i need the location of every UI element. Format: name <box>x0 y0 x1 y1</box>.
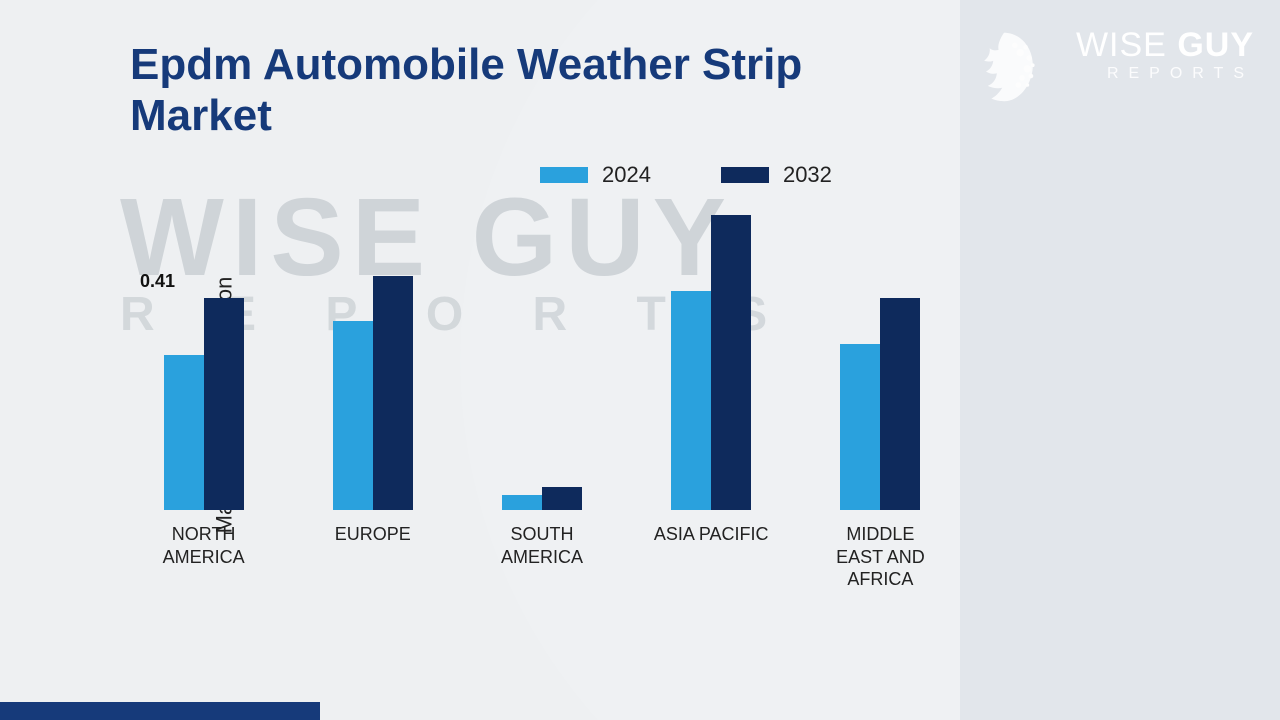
accent-bar <box>0 702 320 720</box>
bar <box>333 321 373 510</box>
x-label: MIDDLE EAST AND AFRICA <box>823 515 938 640</box>
bar-chart: Market Size in USD Billion 0.41 NORTH AM… <box>108 170 938 640</box>
bar <box>840 344 880 510</box>
bar-group <box>823 298 938 510</box>
bar <box>204 298 244 510</box>
plot-area: 0.41 <box>146 170 938 510</box>
brand-head-icon <box>950 22 1040 112</box>
bar-group <box>315 276 430 510</box>
x-axis-labels: NORTH AMERICA EUROPE SOUTH AMERICA ASIA PAC… <box>146 515 938 640</box>
bar <box>164 355 204 510</box>
chart-title: Epdm Automobile Weather Strip Market <box>130 40 850 141</box>
bar <box>671 291 711 510</box>
bar <box>711 215 751 510</box>
bar-value-label: 0.41 <box>140 271 175 292</box>
bar-group <box>484 487 599 510</box>
bar <box>880 298 920 510</box>
chart-card: WISE GUYR E P O R T S Epdm Automobile We… <box>0 0 1280 720</box>
bar-group: 0.41 <box>146 298 261 510</box>
bar-group <box>654 215 769 510</box>
x-label: NORTH AMERICA <box>146 515 261 640</box>
bar <box>373 276 413 510</box>
brand-logo: WISE GUY REPORTS <box>1076 28 1254 82</box>
bar <box>542 487 582 510</box>
x-label: EUROPE <box>315 515 430 640</box>
x-label: ASIA PACIFIC <box>654 515 769 640</box>
bar <box>502 495 542 510</box>
x-label: SOUTH AMERICA <box>484 515 599 640</box>
